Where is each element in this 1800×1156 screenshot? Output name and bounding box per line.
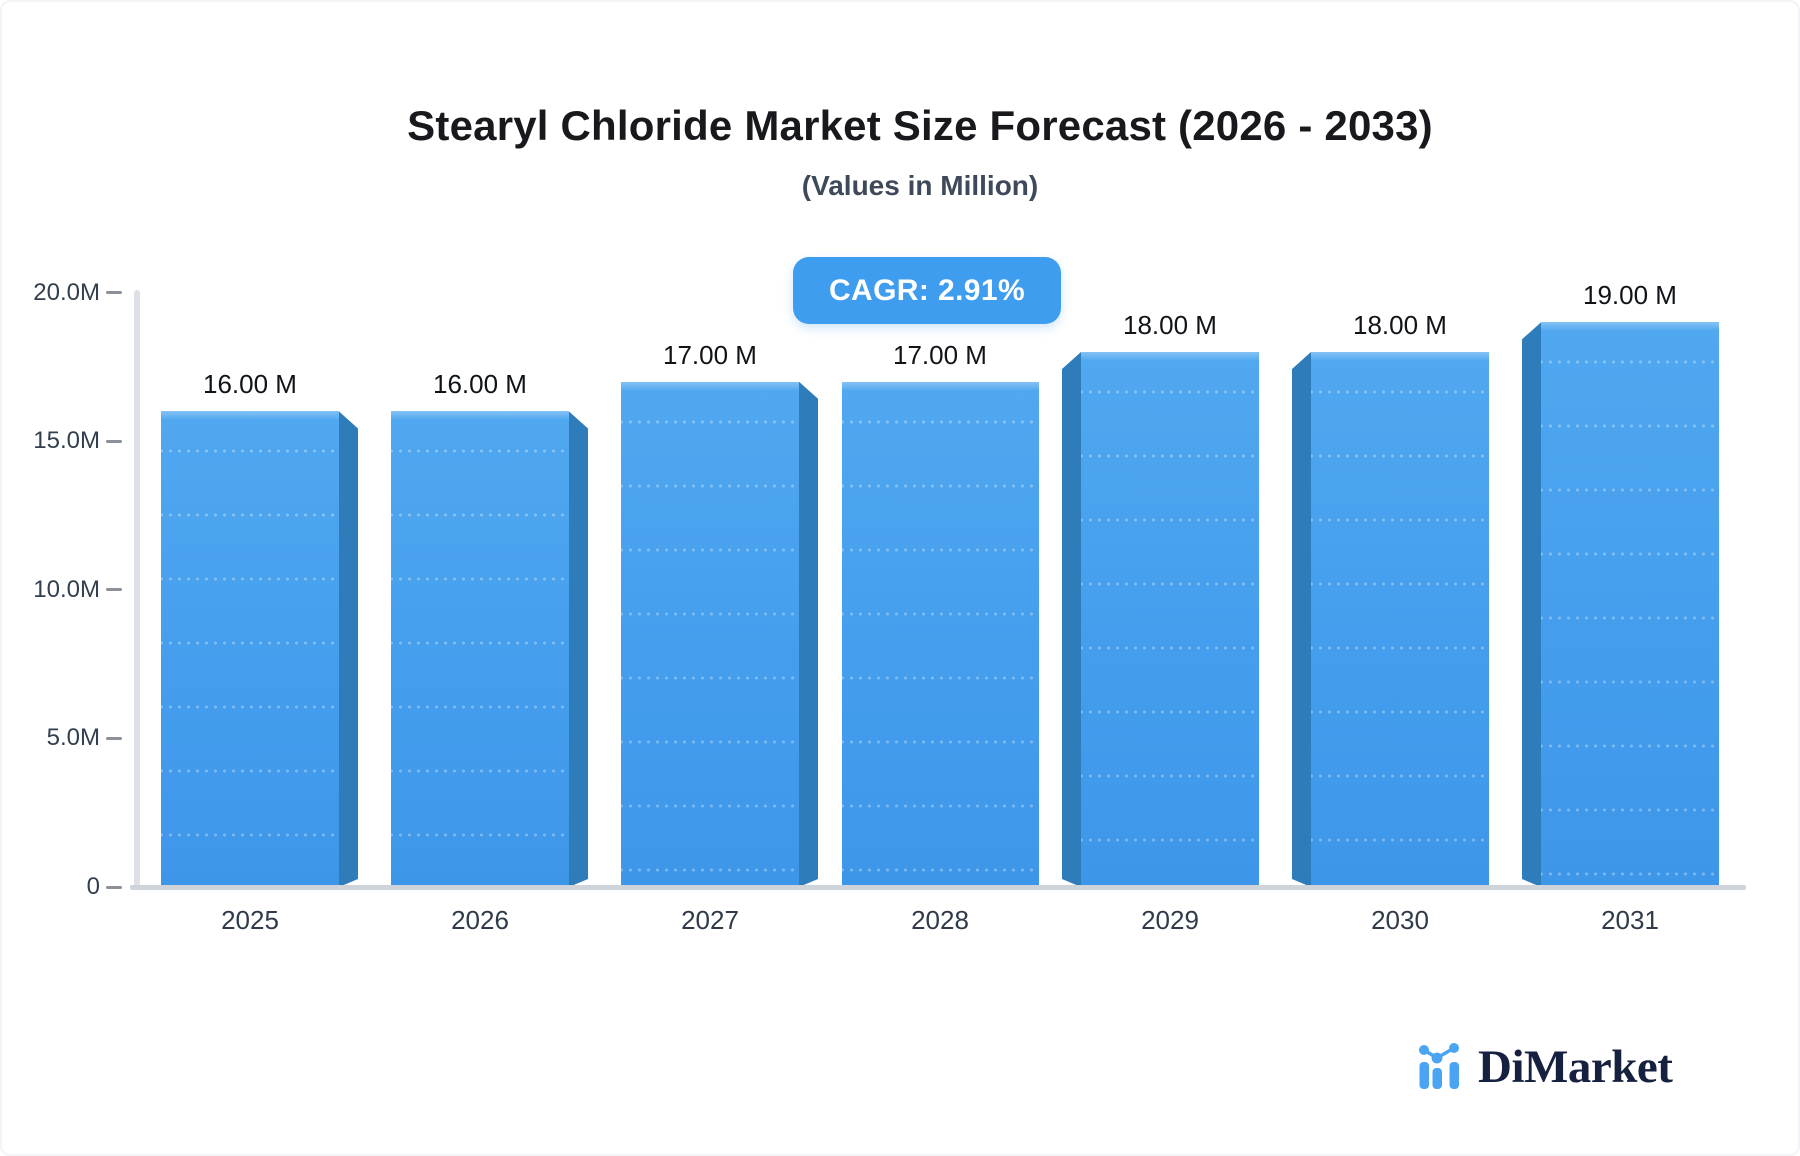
- y-tick-label: 0: [86, 873, 100, 900]
- y-tick-label: 15.0M: [33, 427, 100, 455]
- bar[interactable]: [1541, 322, 1719, 887]
- bar-value-label: 18.00 M: [1353, 310, 1447, 341]
- bar-side-face: [1062, 352, 1081, 887]
- bar[interactable]: [621, 381, 799, 887]
- bar-side-face: [1522, 322, 1541, 887]
- x-axis-line: [130, 885, 1746, 890]
- bar-side-face: [569, 411, 588, 887]
- x-tick-label: 2028: [911, 905, 969, 935]
- bar[interactable]: [1081, 352, 1259, 887]
- x-tick-label: 2029: [1141, 905, 1199, 935]
- x-tick-label: 2026: [451, 905, 509, 935]
- bar-side-face: [1292, 352, 1311, 887]
- brand-name: DiMarket: [1478, 1040, 1673, 1093]
- y-tick-mark: [106, 736, 122, 740]
- x-tick-label: 2027: [681, 905, 739, 935]
- y-tick-mark: [106, 588, 122, 592]
- bar[interactable]: [161, 411, 339, 887]
- bar-value-label: 16.00 M: [433, 369, 527, 400]
- y-tick-label: 10.0M: [33, 575, 100, 603]
- bar[interactable]: [391, 411, 569, 887]
- y-tick-mark: [106, 885, 122, 889]
- bar-value-label: 17.00 M: [663, 339, 757, 370]
- y-axis-line: [134, 290, 140, 888]
- brand-logo[interactable]: DiMarket: [1416, 1040, 1673, 1094]
- cagr-badge-label: CAGR: 2.91%: [828, 273, 1026, 307]
- x-tick-label: 2025: [221, 905, 279, 935]
- y-tick-label: 20.0M: [33, 278, 100, 306]
- bar-value-label: 17.00 M: [893, 339, 987, 370]
- bar-value-label: 16.00 M: [203, 369, 297, 400]
- bar-side-face: [799, 382, 818, 887]
- x-tick-label: 2031: [1601, 905, 1659, 935]
- y-tick-mark: [106, 291, 122, 295]
- page-subtitle: (Values in Million): [801, 170, 1039, 201]
- bar-value-label: 19.00 M: [1583, 280, 1677, 311]
- bar[interactable]: [841, 381, 1039, 887]
- x-tick-label: 2030: [1371, 905, 1429, 935]
- bar[interactable]: [1311, 352, 1489, 887]
- y-tick-label: 5.0M: [46, 724, 100, 752]
- bar-side-face: [339, 411, 358, 887]
- y-tick-mark: [106, 439, 122, 443]
- bar-chart-logo-icon: [1419, 1043, 1459, 1089]
- cagr-badge: CAGR: 2.91%: [793, 257, 1061, 324]
- bar-value-label: 18.00 M: [1123, 310, 1217, 341]
- page-title: Stearyl Chloride Market Size Forecast (2…: [407, 102, 1433, 149]
